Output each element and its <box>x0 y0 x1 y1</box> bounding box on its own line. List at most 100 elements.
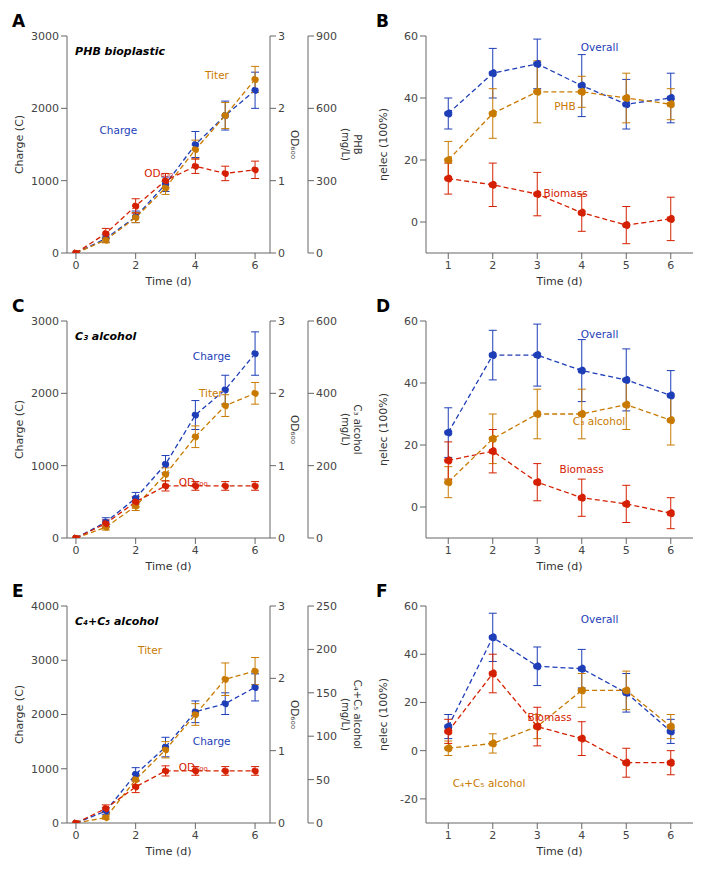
svg-text:Titer: Titer <box>204 69 230 81</box>
svg-text:4: 4 <box>192 259 199 272</box>
svg-text:ηelec (100%): ηelec (100%) <box>377 108 390 181</box>
svg-text:1000: 1000 <box>31 460 59 473</box>
svg-text:1: 1 <box>445 259 452 272</box>
svg-text:4: 4 <box>578 259 585 272</box>
svg-text:1000: 1000 <box>31 175 59 188</box>
svg-text:2: 2 <box>278 672 285 685</box>
svg-text:0: 0 <box>316 817 323 830</box>
svg-text:5: 5 <box>623 829 630 842</box>
svg-text:1: 1 <box>278 460 285 473</box>
svg-text:(mg/L): (mg/L) <box>340 413 351 446</box>
svg-text:600: 600 <box>316 315 337 328</box>
svg-text:F: F <box>376 581 388 601</box>
svg-text:0: 0 <box>52 817 59 830</box>
svg-text:4: 4 <box>578 544 585 557</box>
svg-text:6: 6 <box>667 829 674 842</box>
svg-text:Titer: Titer <box>137 644 163 656</box>
svg-text:0: 0 <box>72 259 79 272</box>
svg-text:2: 2 <box>132 829 139 842</box>
svg-text:300: 300 <box>316 175 337 188</box>
svg-text:2000: 2000 <box>31 102 59 115</box>
svg-text:Time (d): Time (d) <box>145 845 192 858</box>
svg-text:1: 1 <box>445 829 452 842</box>
svg-text:Overall: Overall <box>581 41 619 53</box>
svg-text:20: 20 <box>404 439 418 452</box>
svg-text:C₃ alcohol: C₃ alcohol <box>352 405 363 455</box>
svg-text:60: 60 <box>404 315 418 328</box>
svg-text:C₄+C₅ alcohol: C₄+C₅ alcohol <box>453 777 526 789</box>
svg-text:Time (d): Time (d) <box>145 275 192 288</box>
svg-text:PHB: PHB <box>352 134 363 155</box>
svg-text:3: 3 <box>278 30 285 43</box>
svg-text:PHB: PHB <box>554 100 575 112</box>
svg-text:2: 2 <box>132 544 139 557</box>
svg-text:5: 5 <box>623 544 630 557</box>
svg-text:2: 2 <box>489 829 496 842</box>
svg-text:A: A <box>12 11 26 31</box>
svg-text:40: 40 <box>404 648 418 661</box>
svg-text:3: 3 <box>534 829 541 842</box>
svg-text:OD₆₀₀: OD₆₀₀ <box>289 700 301 729</box>
svg-text:6: 6 <box>252 829 259 842</box>
svg-text:(mg/L): (mg/L) <box>340 698 351 731</box>
svg-text:-20: -20 <box>400 793 418 806</box>
svg-text:0: 0 <box>411 745 418 758</box>
svg-text:0: 0 <box>278 532 285 545</box>
svg-text:Time (d): Time (d) <box>536 560 583 573</box>
svg-text:Time (d): Time (d) <box>536 845 583 858</box>
svg-text:4000: 4000 <box>31 600 59 613</box>
svg-text:3000: 3000 <box>31 654 59 667</box>
svg-text:150: 150 <box>316 687 337 700</box>
svg-text:3: 3 <box>278 600 285 613</box>
svg-text:0: 0 <box>316 247 323 260</box>
svg-text:900: 900 <box>316 30 337 43</box>
svg-text:600: 600 <box>316 102 337 115</box>
svg-text:2: 2 <box>489 544 496 557</box>
svg-text:C₃ alcohol: C₃ alcohol <box>573 415 625 427</box>
svg-text:60: 60 <box>404 600 418 613</box>
svg-text:2: 2 <box>278 102 285 115</box>
svg-text:6: 6 <box>252 259 259 272</box>
svg-text:400: 400 <box>316 387 337 400</box>
svg-text:5: 5 <box>623 259 630 272</box>
svg-text:Biomass: Biomass <box>543 187 587 199</box>
svg-text:200: 200 <box>316 460 337 473</box>
svg-text:E: E <box>12 581 24 601</box>
svg-text:OD₆₀₀: OD₆₀₀ <box>144 167 173 179</box>
svg-text:50: 50 <box>316 774 330 787</box>
svg-text:ηelec (100%): ηelec (100%) <box>377 678 390 751</box>
svg-text:0: 0 <box>72 544 79 557</box>
svg-text:0: 0 <box>52 532 59 545</box>
svg-text:(mg/L): (mg/L) <box>340 128 351 161</box>
svg-text:3: 3 <box>534 259 541 272</box>
svg-text:1: 1 <box>278 175 285 188</box>
svg-text:6: 6 <box>667 259 674 272</box>
svg-text:C₄+C₅ alcohol: C₄+C₅ alcohol <box>75 615 158 628</box>
svg-text:3000: 3000 <box>31 30 59 43</box>
svg-text:2000: 2000 <box>31 387 59 400</box>
svg-text:2: 2 <box>132 259 139 272</box>
svg-text:Charge: Charge <box>193 350 231 362</box>
svg-text:Titer: Titer <box>198 387 224 399</box>
svg-text:B: B <box>376 11 389 31</box>
svg-text:Biomass: Biomass <box>527 711 571 723</box>
svg-text:Time (d): Time (d) <box>145 560 192 573</box>
svg-text:0: 0 <box>278 247 285 260</box>
svg-text:2: 2 <box>489 259 496 272</box>
svg-text:4: 4 <box>192 544 199 557</box>
svg-text:OD₆₀₀: OD₆₀₀ <box>179 761 208 773</box>
svg-text:2: 2 <box>278 387 285 400</box>
svg-text:Biomass: Biomass <box>560 463 604 475</box>
svg-text:3000: 3000 <box>31 315 59 328</box>
svg-text:40: 40 <box>404 92 418 105</box>
svg-text:OD₆₀₀: OD₆₀₀ <box>289 130 301 159</box>
svg-text:200: 200 <box>316 643 337 656</box>
svg-text:6: 6 <box>252 544 259 557</box>
svg-text:C₄+C₅ alcohol: C₄+C₅ alcohol <box>352 680 363 749</box>
svg-text:1: 1 <box>278 745 285 758</box>
svg-text:0: 0 <box>411 216 418 229</box>
svg-text:OD₆₀₀: OD₆₀₀ <box>289 415 301 444</box>
svg-text:6: 6 <box>667 544 674 557</box>
svg-text:40: 40 <box>404 377 418 390</box>
svg-text:0: 0 <box>316 532 323 545</box>
